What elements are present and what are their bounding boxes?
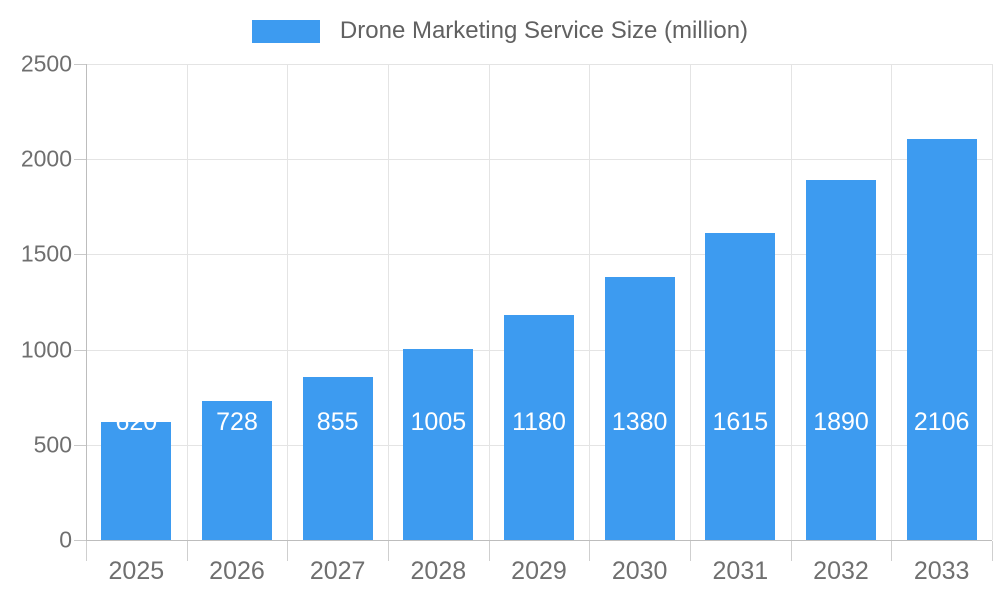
y-axis-tick-mark: [74, 254, 86, 256]
bar[interactable]: 1890: [806, 180, 876, 540]
gridline-horizontal: [86, 64, 992, 65]
bar-series-drone-marketing-service-size: 620 728 855 1005 1180 1380 1615 1890 2106: [86, 64, 992, 540]
y-axis-line: [86, 64, 87, 540]
y-axis-tick-label: 500: [33, 431, 72, 458]
gridline-vertical: [589, 64, 590, 540]
bar-value-label: 1180: [512, 408, 566, 436]
x-axis-tick-mark: [86, 541, 87, 561]
x-axis-category-label: 2027: [309, 557, 366, 585]
legend-item-series-1[interactable]: Drone Marketing Service Size (million): [251, 17, 749, 44]
bar-value-label: 1380: [611, 408, 668, 436]
gridline-vertical: [187, 64, 188, 540]
x-axis-tick-mark: [589, 541, 590, 561]
bar-value-label: 1615: [712, 408, 769, 436]
y-axis-tick-label: 0: [59, 526, 72, 553]
x-axis-category-label: 2025: [108, 557, 165, 585]
bar-value-label: 1005: [410, 408, 467, 436]
legend-color-swatch-icon: [251, 19, 320, 43]
y-axis-tick-label: 2500: [20, 50, 72, 77]
gridline-vertical: [287, 64, 288, 540]
x-axis-category-label: 2030: [611, 557, 668, 585]
x-axis-tick-mark: [287, 541, 288, 561]
chart-legend: Drone Marketing Service Size (million): [0, 12, 1000, 50]
x-axis-tick-mark: [690, 541, 691, 561]
bar-value-label: 1890: [813, 408, 869, 436]
gridline-vertical: [891, 64, 892, 540]
gridline-horizontal: [86, 254, 992, 256]
y-axis-tick-mark: [74, 159, 86, 161]
x-axis-category-label: 2033: [913, 557, 970, 585]
x-axis-category-label: 2031: [712, 557, 769, 585]
bar[interactable]: 1180: [504, 315, 574, 540]
bar[interactable]: 1005: [403, 348, 474, 540]
gridline-vertical: [690, 64, 691, 540]
bar[interactable]: 2106: [906, 139, 977, 540]
x-axis-line: [86, 540, 992, 541]
y-axis-tick-mark: [74, 349, 86, 351]
x-axis-category-label: 2032: [813, 557, 869, 585]
bar[interactable]: 1380: [604, 277, 675, 540]
gridline-vertical: [489, 64, 490, 540]
gridline-horizontal: [86, 159, 992, 161]
bar[interactable]: 728: [202, 401, 272, 540]
gridline-vertical: [791, 64, 792, 540]
x-axis-tick-mark: [489, 541, 490, 561]
legend-label: Drone Marketing Service Size (million): [339, 17, 749, 44]
bar[interactable]: 620: [101, 410, 172, 540]
x-axis-tick-mark: [992, 541, 993, 561]
y-axis-tick-mark: [74, 540, 86, 541]
y-axis-tick-mark: [74, 444, 86, 446]
bar-value-label: 620: [115, 408, 158, 437]
x-axis-tick-mark: [388, 541, 389, 561]
bar-value-label: 855: [316, 408, 359, 436]
y-axis-tick-label: 1500: [20, 240, 72, 267]
x-axis-labels: 2025 2026 2027 2028 2029 2030 2031 2032 2033: [86, 556, 992, 596]
bar[interactable]: 1615: [705, 232, 776, 540]
bar-value-label: 2106: [913, 408, 970, 436]
x-axis-category-label: 2026: [209, 557, 265, 585]
gridline-vertical: [992, 64, 993, 540]
x-axis-category-label: 2029: [511, 557, 567, 585]
y-axis-tick-label: 1000: [20, 336, 72, 363]
x-axis-tick-mark: [187, 541, 188, 561]
x-axis-tick-mark: [791, 541, 792, 561]
gridline-vertical: [388, 64, 389, 540]
y-axis-tick-label: 2000: [20, 145, 72, 172]
bar[interactable]: 855: [302, 377, 373, 540]
y-axis-tick-mark: [74, 64, 86, 65]
x-axis-tick-mark: [891, 541, 892, 561]
bar-value-label: 728: [216, 408, 258, 436]
x-axis-category-label: 2028: [410, 557, 467, 585]
